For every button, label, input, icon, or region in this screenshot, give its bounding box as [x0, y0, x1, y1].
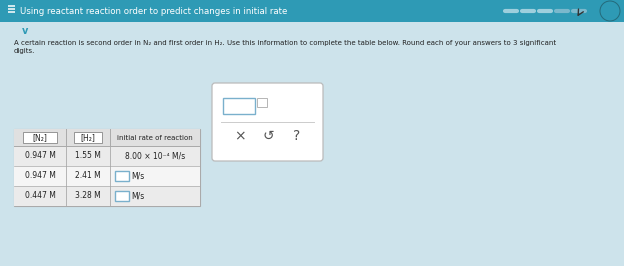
Bar — [257, 98, 267, 107]
Bar — [14, 129, 200, 146]
Text: Using reactant reaction order to predict changes in initial rate: Using reactant reaction order to predict… — [20, 6, 288, 15]
Text: M/s: M/s — [131, 172, 144, 181]
Text: [N₂]: [N₂] — [32, 133, 47, 142]
Text: ×: × — [234, 129, 246, 143]
Text: [H₂]: [H₂] — [80, 133, 95, 142]
Bar — [14, 146, 200, 166]
Text: M/s: M/s — [131, 192, 144, 201]
Bar — [115, 171, 129, 181]
Text: 3.28 M: 3.28 M — [75, 192, 101, 201]
Text: digits.: digits. — [14, 48, 36, 54]
Bar — [14, 129, 200, 206]
Bar — [223, 98, 255, 114]
Text: initial rate of reaction: initial rate of reaction — [117, 135, 193, 140]
Text: v: v — [22, 26, 28, 36]
Bar — [14, 166, 200, 186]
Text: 0.447 M: 0.447 M — [24, 192, 56, 201]
FancyBboxPatch shape — [212, 83, 323, 161]
Text: ↺: ↺ — [262, 129, 274, 143]
Text: A certain reaction is second order in N₂ and first order in H₂. Use this informa: A certain reaction is second order in N₂… — [14, 40, 556, 46]
Text: 2.41 M: 2.41 M — [75, 172, 101, 181]
Bar — [74, 132, 102, 143]
Bar — [115, 191, 129, 201]
Circle shape — [600, 1, 620, 21]
Text: 1.55 M: 1.55 M — [75, 152, 101, 160]
Bar — [0, 0, 624, 22]
Bar — [23, 132, 57, 143]
Text: 8.00 × 10⁻⁴ M/s: 8.00 × 10⁻⁴ M/s — [125, 152, 185, 160]
Bar — [14, 186, 200, 206]
Text: ?: ? — [293, 129, 301, 143]
Text: 0.947 M: 0.947 M — [24, 172, 56, 181]
Text: 0.947 M: 0.947 M — [24, 152, 56, 160]
